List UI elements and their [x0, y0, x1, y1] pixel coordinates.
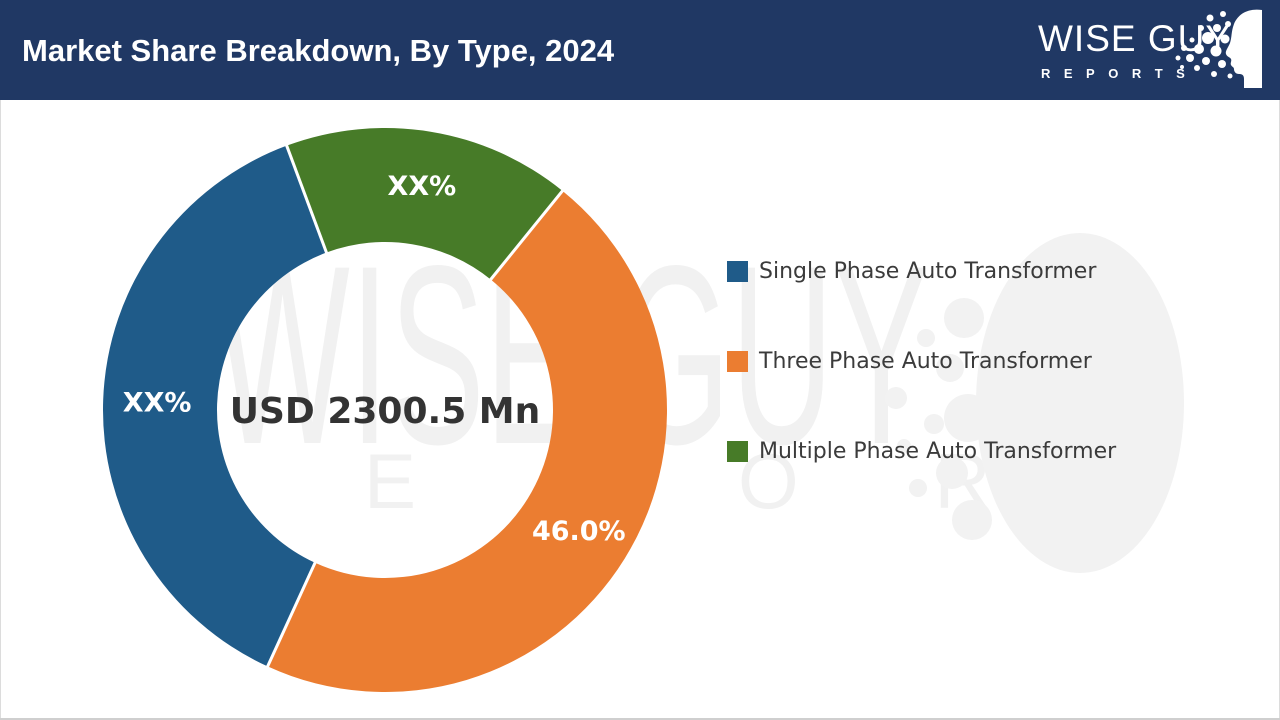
donut-chart: XX% 46.0% XX% USD 2300.5 Mn: [103, 128, 667, 692]
slice-value-label: 46.0%: [532, 516, 626, 547]
slice-value-label: XX%: [123, 388, 192, 419]
watermark-face-icon: [885, 233, 1184, 573]
donut-slices: [103, 128, 667, 692]
legend-label: Multiple Phase Auto Transformer: [759, 438, 1117, 464]
slice-value-label: XX%: [388, 171, 457, 202]
legend-swatch-three-phase: [727, 350, 748, 372]
logo-dots: [1175, 11, 1236, 79]
legend-swatch-multiple-phase: [727, 440, 748, 462]
legend-item-three-phase: Three Phase Auto Transformer: [727, 348, 1116, 374]
chart-legend: Single Phase Auto Transformer Three Phas…: [727, 258, 1117, 530]
donut-slice-2: [286, 128, 563, 280]
slice-separator-line: [488, 188, 565, 282]
legend-item-single-phase: Single Phase Auto Transformer: [727, 258, 1116, 284]
donut-slice-1: [267, 190, 667, 692]
wise-guy-reports-logo: WISE GUY REPORTS: [1010, 6, 1266, 96]
header-bar: Market Share Breakdown, By Type, 2024 WI…: [0, 0, 1280, 100]
legend-label: Single Phase Auto Transformer: [759, 258, 1097, 284]
logo-subtitle: REPORTS: [1041, 66, 1199, 81]
page-title: Market Share Breakdown, By Type, 2024: [22, 33, 615, 68]
slice-separators: [265, 143, 565, 669]
legend-item-multiple-phase: Multiple Phase Auto Transformer: [727, 438, 1117, 464]
bottom-border-line: [0, 718, 1280, 720]
slice-separator-line: [265, 560, 318, 669]
logo-face-silhouette: [1225, 9, 1262, 88]
slice-separator-line: [284, 143, 329, 255]
slice-labels: XX% 46.0% XX%: [123, 171, 626, 547]
chart-area: WISE GUY R E P O R T S XX%46.0%XX% USD 2…: [0, 100, 1280, 720]
legend-swatch-single-phase: [727, 260, 748, 282]
donut-slice-0: [103, 145, 327, 667]
donut-center-value: USD 2300.5 Mn: [230, 391, 540, 432]
logo-face-icon: [1175, 9, 1262, 88]
legend-label: Three Phase Auto Transformer: [759, 348, 1092, 374]
